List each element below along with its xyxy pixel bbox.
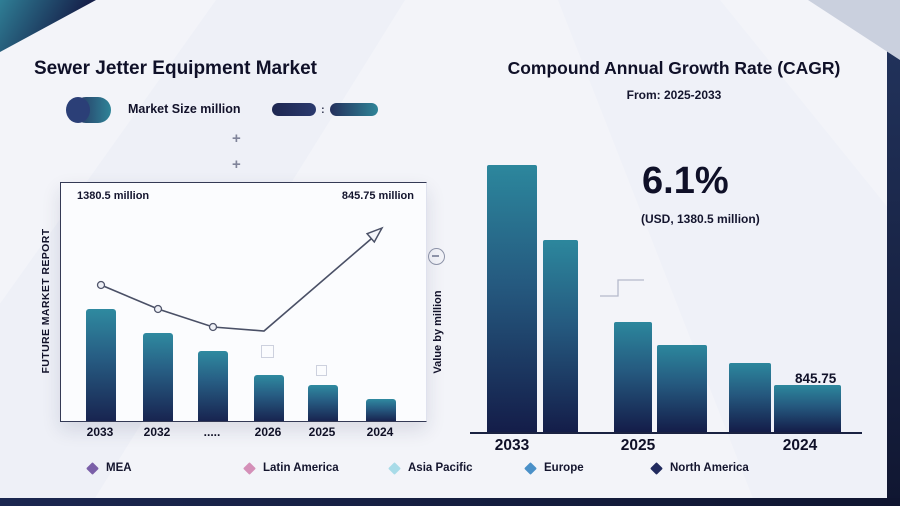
bar [487, 165, 537, 432]
legend-label: Europe [544, 462, 584, 474]
legend-label: North America [670, 462, 749, 474]
bar [86, 309, 116, 421]
x-label-2024-right: 2024 [782, 437, 818, 454]
bar [308, 385, 338, 421]
left-bars [61, 183, 426, 421]
left-chart-title: Sewer Jetter Equipment Market [34, 58, 317, 79]
x-label-2025: 2025 [308, 425, 336, 439]
legend-item-latin-america: Latin America [243, 461, 339, 475]
bar-value-845: 845.75 [795, 371, 837, 386]
legend-label: Asia Pacific [408, 462, 473, 474]
bar [657, 345, 707, 432]
right-bars [470, 150, 862, 434]
legend-label: Latin America [263, 462, 339, 474]
diamond-icon [86, 461, 99, 475]
trend-arrow [96, 226, 384, 332]
x-label-2026: 2026 [254, 425, 282, 439]
pill-gradient-segment [329, 103, 378, 116]
bar [774, 385, 841, 432]
market-size-legend-label: Market Size million [128, 102, 241, 116]
x-label-2032: 2032 [143, 425, 171, 439]
bar [729, 363, 771, 432]
bar [198, 351, 228, 421]
corner-triangle-decor [0, 0, 96, 52]
split-pill-decor: : [272, 103, 378, 116]
bar [366, 399, 396, 421]
cylinder-legend-icon [64, 95, 118, 130]
corner-triangle-decor [808, 0, 900, 60]
edge-strip-decor [887, 0, 900, 506]
right-chart-subtitle: From: 2025-2033 [626, 88, 722, 102]
legend-item-mea: MEA [86, 461, 132, 475]
bar [254, 375, 284, 421]
pill-separator: : [321, 103, 325, 116]
pill-dark-segment [272, 103, 316, 116]
cagr-caption: (USD, 1380.5 million) [641, 212, 760, 226]
bar [614, 322, 652, 432]
annotation-845: 845.75 million [341, 190, 414, 202]
x-label-2033-right: 2033 [494, 437, 530, 454]
cagr-value: 6.1% [642, 160, 729, 202]
legend-item-europe: Europe [524, 461, 584, 475]
diamond-icon [243, 461, 256, 475]
bar [543, 240, 578, 432]
ghost-square-decor [316, 365, 327, 376]
x-label-2025-right: 2025 [620, 437, 656, 454]
ghost-square-decor [261, 345, 274, 358]
circle-dash-icon [428, 248, 445, 265]
x-label-2024: 2024 [366, 425, 394, 439]
legend-item-asia-pacific: Asia Pacific [388, 461, 473, 475]
right-y-axis-label: Value by million [432, 290, 444, 374]
step-line-decor [600, 279, 644, 297]
legend-item-north-america: North America [650, 461, 749, 475]
x-label-ellipsis: ..... [203, 425, 221, 439]
right-title-block: Compound Annual Growth Rate (CAGR) From:… [478, 58, 870, 102]
left-y-axis-label: FUTURE MARKET REPORT [40, 228, 52, 374]
annotation-1380: 1380.5 million [77, 190, 150, 202]
bar [143, 333, 173, 421]
right-chart-title: Compound Annual Growth Rate (CAGR) [507, 58, 841, 78]
x-label-2033: 2033 [86, 425, 114, 439]
diamond-icon [524, 461, 537, 475]
diamond-icon [388, 461, 401, 475]
plus-decor: + [232, 130, 241, 147]
diamond-icon [650, 461, 663, 475]
plus-decor: + [232, 156, 241, 173]
edge-strip-decor [0, 498, 900, 506]
left-chart-panel: 1380.5 million 845.75 million [60, 182, 427, 422]
legend-label: MEA [106, 462, 132, 474]
